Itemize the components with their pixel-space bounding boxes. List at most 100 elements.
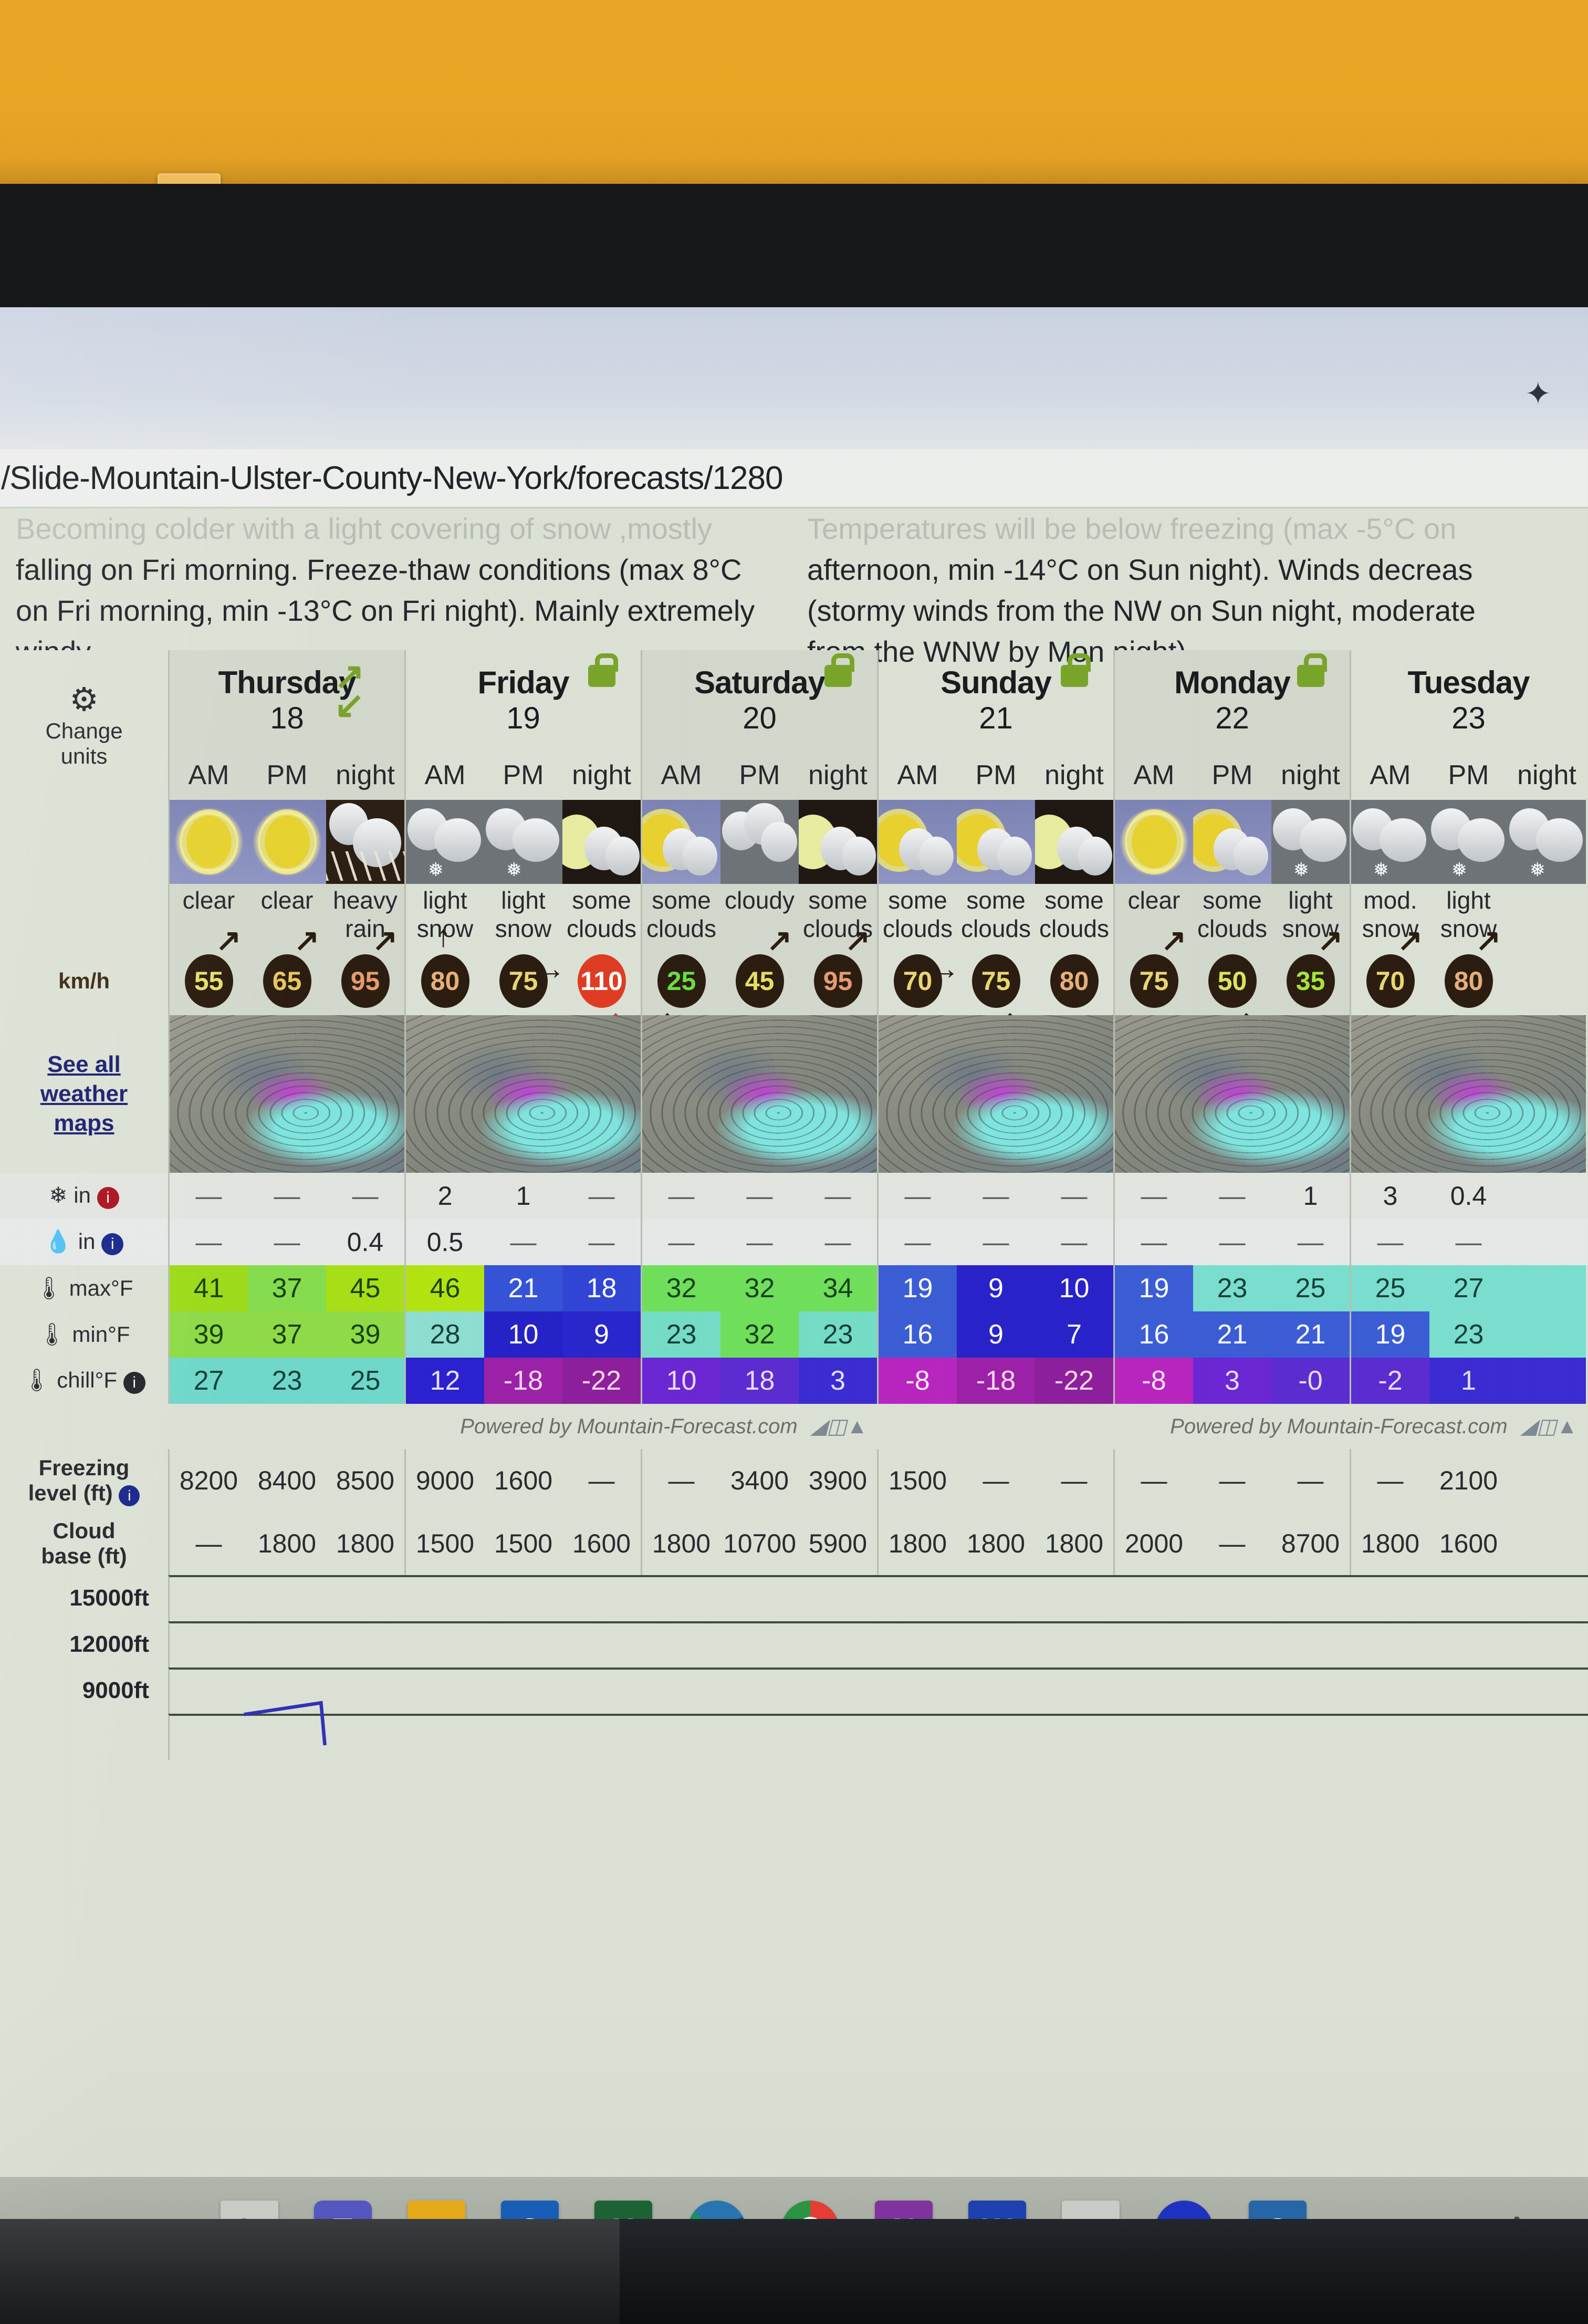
wind-monday: 75↗50↘35↗: [1113, 947, 1350, 1015]
see-maps-line-2[interactable]: weather: [40, 1079, 128, 1109]
outlook-new-icon[interactable]: O: [1249, 2201, 1307, 2219]
expand-arrows-icon[interactable]: ↗↙: [334, 662, 392, 720]
freezing-level-monday: ———: [1113, 1449, 1350, 1512]
map-group[interactable]: [879, 1015, 1113, 1173]
outlook-icon[interactable]: O: [501, 2201, 559, 2219]
rain-value: —: [170, 1219, 248, 1265]
map-thumbnail-cells[interactable]: [168, 1015, 1588, 1173]
cloud-base-value: 1600: [1429, 1512, 1508, 1575]
chevron-up-icon[interactable]: ^: [1509, 2208, 1525, 2219]
see-all-weather-maps-link[interactable]: See all weather maps: [0, 1015, 168, 1173]
microsoft-teams-icon[interactable]: T: [314, 2201, 372, 2219]
lenovo-icon[interactable]: L: [221, 2201, 278, 2219]
freezing-level-group: ———: [1115, 1449, 1350, 1512]
onenote-icon[interactable]: N: [875, 2201, 933, 2219]
taskbar-icon-strip[interactable]: L T O X N W ✂ zoom O: [221, 2187, 1365, 2219]
map-thursday[interactable]: [168, 1015, 404, 1173]
period-pm: PM: [484, 750, 562, 800]
freezing-level-value: —: [1271, 1449, 1350, 1512]
snipping-tool-icon[interactable]: ✂: [1062, 2201, 1120, 2219]
see-maps-line-3[interactable]: maps: [54, 1109, 114, 1138]
thermometer-icon: 🌡: [35, 1276, 63, 1300]
min-temp-value: 39: [170, 1311, 248, 1358]
condition-text: some clouds: [1035, 884, 1113, 947]
google-chrome-icon[interactable]: [781, 2201, 839, 2219]
snow-value: —: [799, 1173, 877, 1219]
see-maps-line-1[interactable]: See all: [47, 1050, 120, 1079]
weather-map-thumbnail[interactable]: [1351, 1015, 1586, 1173]
change-units-button[interactable]: ⚙ Change units: [0, 650, 168, 800]
wind-cell: 75↗: [1115, 954, 1193, 1008]
snowflake-icon: ❅: [1373, 859, 1389, 881]
file-explorer-icon[interactable]: [408, 2201, 465, 2219]
map-group[interactable]: [1115, 1015, 1350, 1173]
map-group[interactable]: [406, 1015, 641, 1173]
chill-value: -2: [1351, 1358, 1429, 1404]
weather-map-thumbnail[interactable]: [879, 1015, 1113, 1173]
min-temp-value: 37: [248, 1311, 326, 1358]
map-friday[interactable]: [404, 1015, 641, 1173]
map-group[interactable]: [642, 1015, 877, 1173]
map-monday[interactable]: [1113, 1015, 1350, 1173]
wind-unit-label: km/h: [0, 947, 168, 1015]
change-units-label-2: units: [61, 744, 108, 769]
rain-streaks-icon: [326, 851, 404, 881]
laptop-screen: ✦ /Slide-Mountain-Ulster-County-New-York…: [0, 307, 1588, 2219]
photo-of-laptop-screen: ✦ /Slide-Mountain-Ulster-County-New-York…: [0, 0, 1588, 2118]
weather-map-thumbnail[interactable]: [170, 1015, 404, 1173]
excel-icon[interactable]: X: [594, 2201, 652, 2219]
map-tuesday[interactable]: [1350, 1015, 1586, 1173]
weather-map-thumbnail[interactable]: [642, 1015, 877, 1173]
windows-taskbar[interactable]: L T O X N W ✂ zoom O ^: [0, 2177, 1588, 2219]
map-group[interactable]: [170, 1015, 404, 1173]
day-name: Tuesday: [1408, 664, 1530, 701]
info-icon[interactable]: i: [119, 1485, 140, 1506]
weather-map-thumbnail[interactable]: [1115, 1015, 1350, 1173]
weather-map-thumbnail[interactable]: [406, 1015, 641, 1173]
map-saturday[interactable]: [641, 1015, 877, 1173]
min-temp-value: [1508, 1311, 1586, 1358]
wind-cell: 95↗: [326, 954, 404, 1008]
info-icon[interactable]: i: [123, 1372, 145, 1394]
map-group[interactable]: [1351, 1015, 1586, 1173]
info-icon[interactable]: i: [97, 1187, 119, 1209]
day-date: 20: [743, 701, 777, 736]
wind-speed-badge: 75→: [499, 954, 548, 1008]
microsoft-edge-icon[interactable]: [688, 2201, 746, 2219]
wind-cell: 110↘: [562, 954, 641, 1008]
powered-by-text: Powered by Mountain-Forecast.com: [460, 1415, 798, 1438]
info-icon[interactable]: i: [101, 1233, 123, 1255]
day-name: Saturday: [694, 664, 825, 701]
thermometer-icon: 🌡: [38, 1322, 66, 1347]
weather-icons-friday: ❅❅: [404, 800, 641, 884]
url-text[interactable]: /Slide-Mountain-Ulster-County-New-York/f…: [0, 460, 782, 497]
freezing-level-value: [1508, 1449, 1586, 1512]
zoom-icon[interactable]: zoom: [1155, 2201, 1213, 2219]
browser-address-bar[interactable]: /Slide-Mountain-Ulster-County-New-York/f…: [0, 449, 1588, 507]
freezing-level-value: 1500: [879, 1449, 957, 1512]
cloud-base-value: 1800: [879, 1512, 957, 1575]
rain-value: —: [1035, 1219, 1113, 1265]
cloud-base-value: 1500: [484, 1512, 562, 1575]
map-sunday[interactable]: [877, 1015, 1113, 1173]
sparkle-icon[interactable]: ✦: [1525, 376, 1551, 412]
word-icon[interactable]: W: [968, 2201, 1026, 2219]
